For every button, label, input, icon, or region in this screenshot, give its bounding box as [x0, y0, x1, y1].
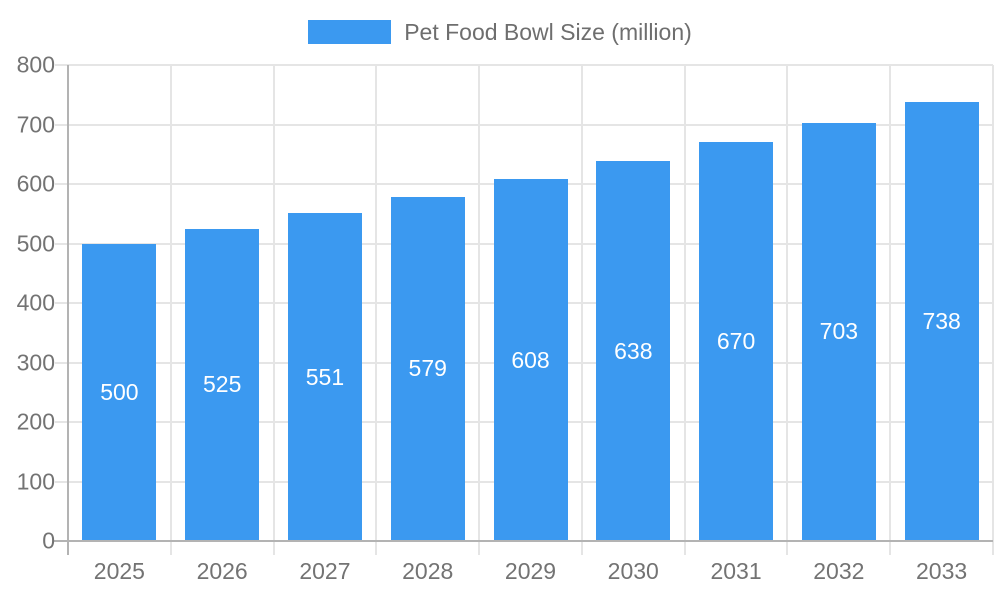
bar: 738: [904, 101, 979, 541]
category-slot: 703: [787, 65, 890, 541]
category-slot: 670: [685, 65, 788, 541]
bars-layer: 500 525 551 579 608 638 670 703 738: [68, 65, 993, 541]
y-tick-label: 400: [16, 289, 55, 316]
v-gridline: [580, 65, 583, 555]
category-slot: 638: [582, 65, 685, 541]
legend-label: Pet Food Bowl Size (million): [404, 19, 692, 45]
bar-value-label: 500: [100, 378, 139, 405]
bar: 525: [185, 228, 260, 541]
x-tick-label: 2029: [504, 557, 557, 584]
bar-value-label: 608: [511, 346, 550, 373]
v-gridline: [478, 65, 481, 555]
bar-value-label: 579: [408, 355, 447, 382]
v-gridline: [992, 65, 994, 555]
category-slot: 608: [479, 65, 582, 541]
bar-value-label: 738: [922, 307, 961, 334]
x-tick-label: 2033: [916, 557, 968, 584]
y-tick-label: 600: [16, 170, 55, 197]
bar: 638: [596, 161, 671, 541]
h-gridline: [55, 123, 993, 126]
bar: 500: [82, 243, 157, 541]
y-tick-label: 500: [16, 230, 55, 256]
bar: 551: [287, 213, 362, 541]
plot-area: 500 525 551 579 608 638 670 703 738: [55, 64, 994, 555]
y-tick-label: 800: [16, 51, 55, 78]
category-slot: 738: [890, 65, 993, 541]
bar: 579: [390, 196, 465, 541]
x-tick-label: 2025: [93, 557, 145, 584]
chart-legend[interactable]: Pet Food Bowl Size (million): [0, 19, 1000, 45]
bar: 608: [493, 179, 568, 541]
x-tick-label: 2028: [402, 557, 454, 584]
category-slot: 500: [68, 65, 171, 541]
x-tick-label: 2031: [710, 557, 762, 584]
y-tick-label: 700: [16, 111, 55, 137]
x-tick-label: 2026: [196, 557, 248, 584]
bar: 703: [801, 122, 876, 541]
bar-value-label: 525: [202, 371, 242, 398]
y-axis-line: [67, 65, 69, 555]
v-gridline: [169, 65, 172, 555]
x-tick-label: 2032: [813, 557, 865, 584]
y-tick-label: 200: [16, 408, 55, 435]
category-slot: 525: [171, 65, 274, 541]
bar-value-label: 551: [305, 363, 345, 390]
category-slot: 551: [274, 65, 377, 541]
y-tick-label: 100: [16, 468, 55, 494]
bar-value-label: 638: [614, 337, 653, 364]
bar-value-label: 670: [716, 328, 756, 355]
legend-swatch: [308, 20, 392, 44]
x-tick-label: 2030: [607, 557, 659, 584]
bar-value-label: 703: [819, 318, 859, 345]
v-gridline: [375, 65, 378, 555]
y-tick-label: 0: [42, 527, 55, 554]
x-axis-line: [54, 540, 993, 542]
v-gridline: [272, 65, 275, 555]
x-tick-label: 2027: [299, 557, 351, 584]
v-gridline: [683, 65, 686, 555]
v-gridline: [889, 65, 892, 555]
category-slot: 579: [376, 65, 479, 541]
y-tick-label: 300: [16, 349, 55, 375]
v-gridline: [786, 65, 789, 555]
bar: 670: [699, 142, 774, 541]
h-gridline: [55, 64, 993, 66]
